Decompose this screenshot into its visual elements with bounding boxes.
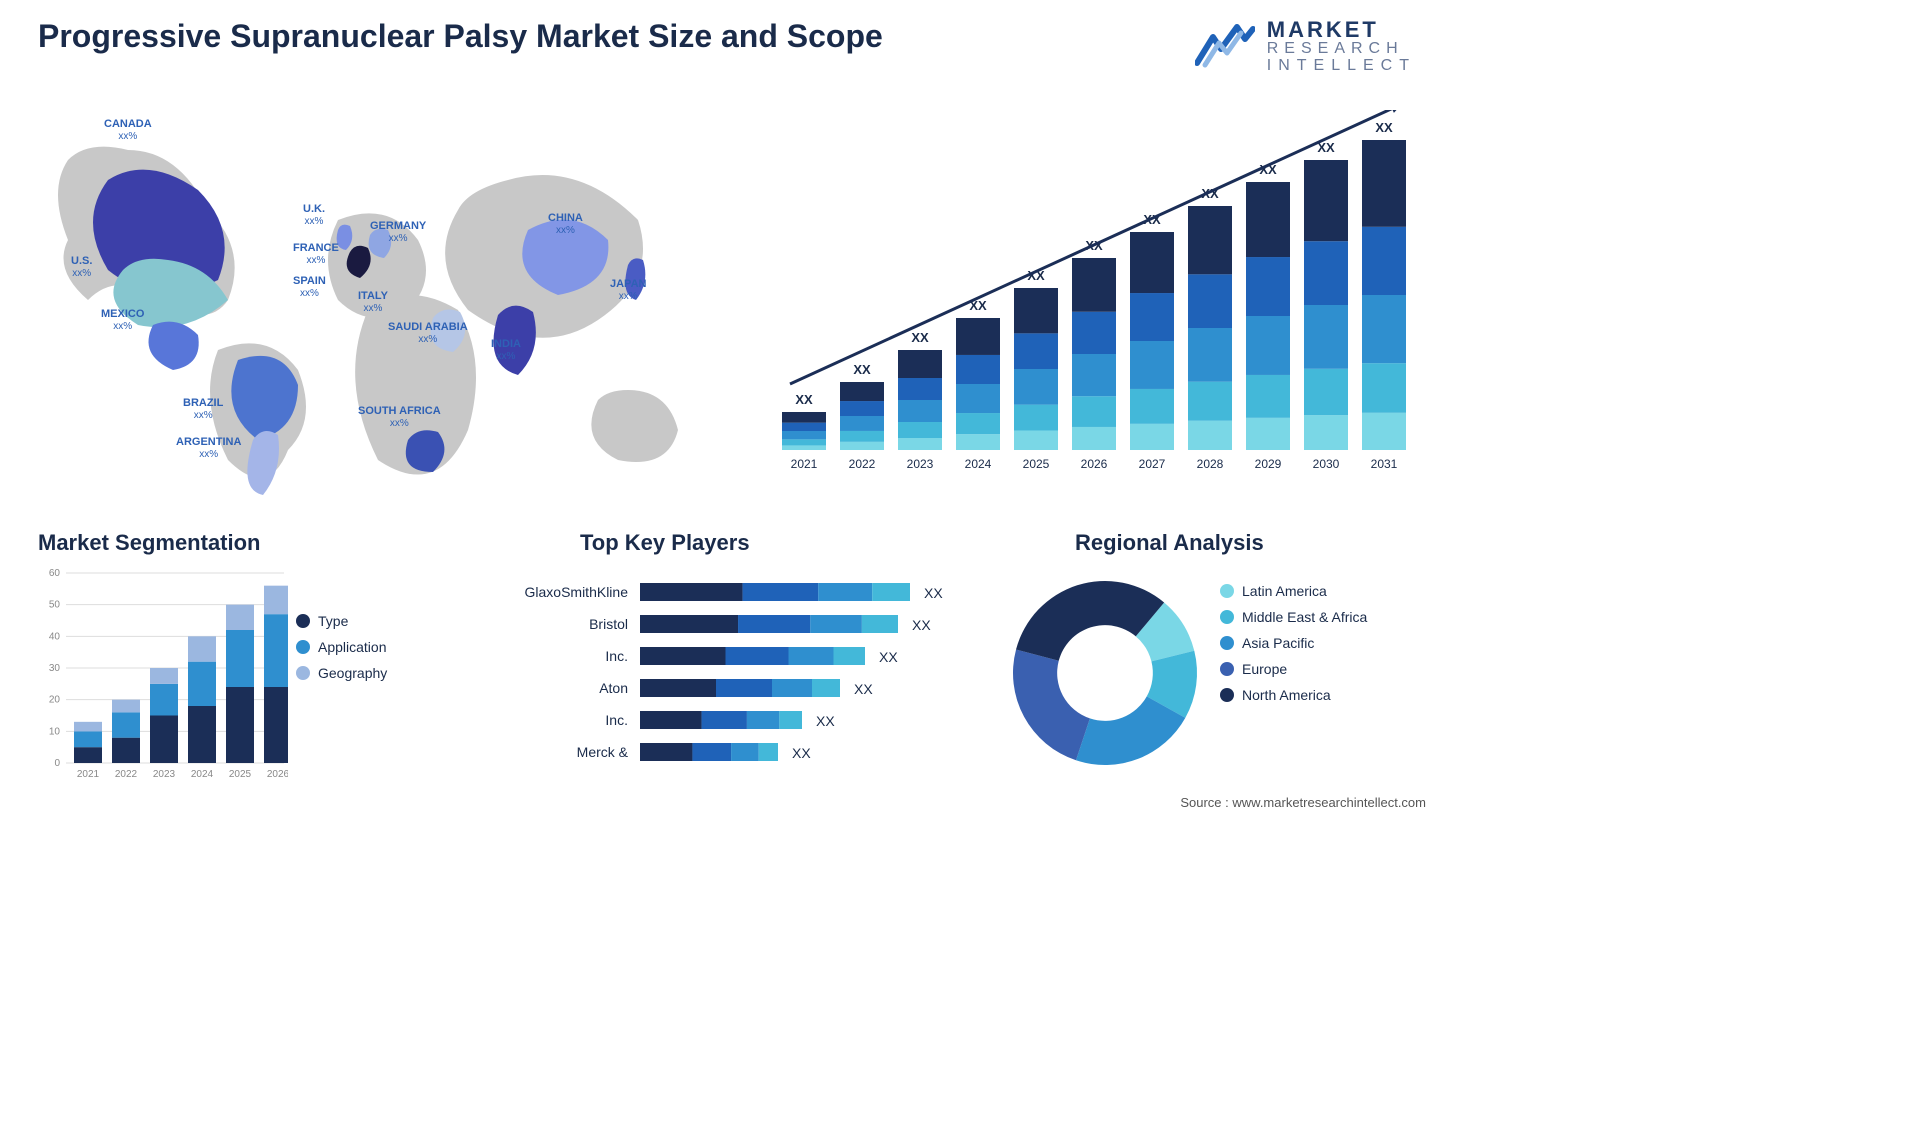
world-map: CANADAxx% U.S.xx% MEXICOxx% BRAZILxx% ARGENT… xyxy=(38,100,718,500)
map-label-italy: ITALYxx% xyxy=(358,290,388,314)
map-label-canada: CANADAxx% xyxy=(104,118,152,142)
market-size-chart: XX2021XX2022XX2023XX2024XX2025XX2026XX20… xyxy=(776,110,1416,480)
svg-text:2021: 2021 xyxy=(791,457,818,471)
svg-text:2024: 2024 xyxy=(965,457,992,471)
brand-logo: MARKET RESEARCH INTELLECT xyxy=(1195,18,1416,75)
key-players-chart: GlaxoSmithKline XX Bristol XX Inc. XX Aton XX In… xyxy=(480,565,970,795)
key-players-chart-svg: GlaxoSmithKline XX Bristol XX Inc. XX Aton XX In… xyxy=(480,565,970,785)
svg-text:2026: 2026 xyxy=(1081,457,1108,471)
svg-text:2021: 2021 xyxy=(77,769,100,780)
svg-text:2022: 2022 xyxy=(115,769,138,780)
map-label-china: CHINAxx% xyxy=(548,212,583,236)
page-title: Progressive Supranuclear Palsy Market Si… xyxy=(38,18,883,55)
source-text: Source : www.marketresearchintellect.com xyxy=(1180,795,1426,810)
regional-legend-item: North America xyxy=(1220,687,1367,703)
map-label-us: U.S.xx% xyxy=(71,255,92,279)
regional-legend: Latin America Middle East & Africa Asia Pa… xyxy=(1220,583,1367,713)
svg-text:2023: 2023 xyxy=(153,769,176,780)
svg-text:XX: XX xyxy=(853,362,871,377)
regional-legend-item: Latin America xyxy=(1220,583,1367,599)
regional-title: Regional Analysis xyxy=(1075,530,1264,556)
svg-text:Inc.: Inc. xyxy=(605,712,628,728)
key-players-title: Top Key Players xyxy=(580,530,750,556)
svg-text:2024: 2024 xyxy=(191,769,214,780)
regional-legend-item: Asia Pacific xyxy=(1220,635,1367,651)
svg-text:XX: XX xyxy=(879,649,898,665)
svg-text:2031: 2031 xyxy=(1371,457,1398,471)
segmentation-legend-item: Application xyxy=(296,639,387,655)
logo-text-1: MARKET xyxy=(1267,18,1416,41)
logo-swoosh-icon xyxy=(1195,23,1255,69)
regional-legend-item: Middle East & Africa xyxy=(1220,609,1367,625)
svg-text:2026: 2026 xyxy=(267,769,288,780)
map-label-argentina: ARGENTINAxx% xyxy=(176,436,241,460)
svg-text:XX: XX xyxy=(911,330,929,345)
map-label-spain: SPAINxx% xyxy=(293,275,326,299)
segmentation-chart-svg: 0 10 20 30 40 50 60 2021 2022 2023 2024 2025 2026 xyxy=(38,565,288,785)
svg-text:40: 40 xyxy=(49,631,61,642)
svg-text:Inc.: Inc. xyxy=(605,648,628,664)
regional-donut-svg xyxy=(1000,565,1210,775)
svg-text:2022: 2022 xyxy=(849,457,876,471)
segmentation-chart: 0 10 20 30 40 50 60 2021 2022 2023 2024 2025 2026 Ty… xyxy=(38,565,418,795)
svg-text:XX: XX xyxy=(816,713,835,729)
segmentation-legend-item: Type xyxy=(296,613,387,629)
segmentation-legend: Type Application Geography xyxy=(296,613,387,691)
svg-text:XX: XX xyxy=(1375,120,1393,135)
map-label-japan: JAPANxx% xyxy=(610,278,646,302)
svg-text:2029: 2029 xyxy=(1255,457,1282,471)
svg-text:XX: XX xyxy=(792,745,811,761)
svg-text:60: 60 xyxy=(49,568,61,579)
map-label-germany: GERMANYxx% xyxy=(370,220,426,244)
svg-text:2023: 2023 xyxy=(907,457,934,471)
svg-text:Aton: Aton xyxy=(599,680,628,696)
segmentation-legend-item: Geography xyxy=(296,665,387,681)
svg-text:2028: 2028 xyxy=(1197,457,1224,471)
svg-text:GlaxoSmithKline: GlaxoSmithKline xyxy=(525,584,629,600)
map-label-brazil: BRAZILxx% xyxy=(183,397,223,421)
svg-text:XX: XX xyxy=(912,617,931,633)
svg-text:50: 50 xyxy=(49,600,61,611)
svg-text:30: 30 xyxy=(49,663,61,674)
svg-text:XX: XX xyxy=(924,585,943,601)
regional-chart: Latin America Middle East & Africa Asia Pa… xyxy=(1000,565,1420,795)
logo-text-3: INTELLECT xyxy=(1267,58,1416,75)
logo-text-2: RESEARCH xyxy=(1267,41,1416,58)
svg-text:20: 20 xyxy=(49,695,61,706)
map-label-saudiarabia: SAUDI ARABIAxx% xyxy=(388,321,468,345)
svg-text:XX: XX xyxy=(854,681,873,697)
svg-text:10: 10 xyxy=(49,726,61,737)
market-size-chart-svg: XX2021XX2022XX2023XX2024XX2025XX2026XX20… xyxy=(776,110,1416,480)
svg-text:2025: 2025 xyxy=(229,769,252,780)
svg-text:Bristol: Bristol xyxy=(589,616,628,632)
svg-text:0: 0 xyxy=(54,758,60,769)
map-label-france: FRANCExx% xyxy=(293,242,339,266)
svg-text:2027: 2027 xyxy=(1139,457,1166,471)
svg-text:2030: 2030 xyxy=(1313,457,1340,471)
map-label-india: INDIAxx% xyxy=(491,338,521,362)
segmentation-title: Market Segmentation xyxy=(38,530,261,556)
svg-text:XX: XX xyxy=(795,392,813,407)
svg-text:Merck &: Merck & xyxy=(577,744,629,760)
svg-text:2025: 2025 xyxy=(1023,457,1050,471)
map-label-mexico: MEXICOxx% xyxy=(101,308,144,332)
map-label-uk: U.K.xx% xyxy=(303,203,325,227)
map-label-southafrica: SOUTH AFRICAxx% xyxy=(358,405,441,429)
regional-legend-item: Europe xyxy=(1220,661,1367,677)
